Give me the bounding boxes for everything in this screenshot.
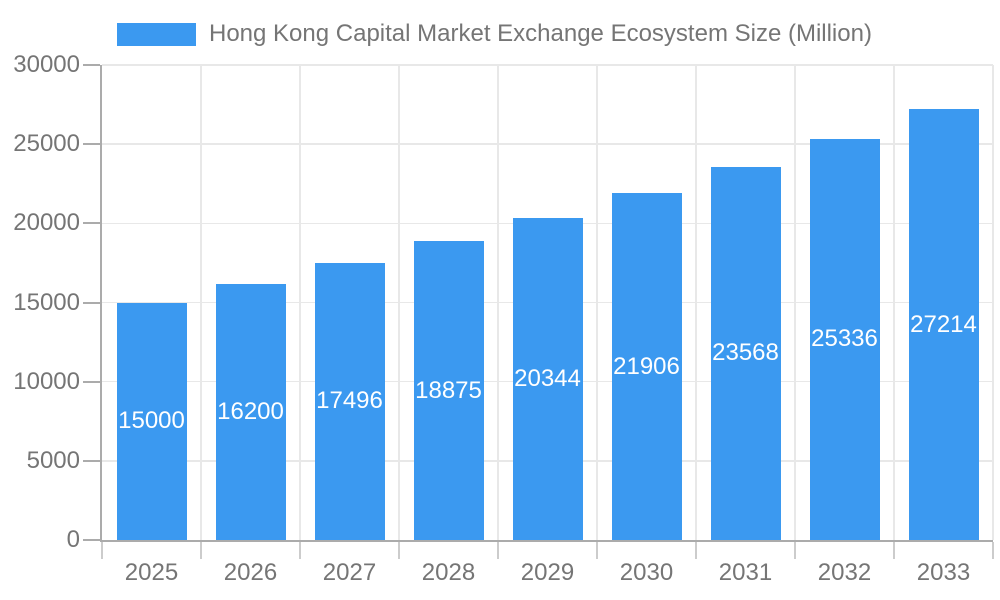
bar-2029: 20344 <box>512 217 583 540</box>
y-axis-label: 10000 <box>13 367 80 395</box>
y-axis-tick <box>83 143 100 146</box>
bar-value-label: 27214 <box>910 310 977 338</box>
x-axis-tick <box>497 542 499 559</box>
x-axis-label: 2033 <box>916 559 971 586</box>
y-axis-label: 20000 <box>13 209 80 237</box>
legend-label: Hong Kong Capital Market Exchange Ecosys… <box>209 20 872 47</box>
x-axis-tick <box>992 542 994 559</box>
x-gridline <box>695 65 697 540</box>
x-axis-tick <box>893 542 895 559</box>
x-gridline <box>398 65 400 540</box>
bar-value-label: 16200 <box>217 397 284 425</box>
bar-2033: 27214 <box>908 109 979 540</box>
y-axis-label: 15000 <box>13 288 80 316</box>
x-gridline <box>992 65 994 540</box>
x-axis-label: 2028 <box>421 559 476 586</box>
y-axis-label: 5000 <box>26 446 80 474</box>
x-axis-tick <box>695 542 697 559</box>
x-axis-tick <box>299 542 301 559</box>
x-gridline <box>794 65 796 540</box>
bar-value-label: 15000 <box>118 407 185 435</box>
legend-swatch <box>117 22 196 46</box>
y-axis-tick <box>83 222 100 225</box>
bar-value-label: 21906 <box>613 352 680 380</box>
x-gridline <box>497 65 499 540</box>
x-axis-label: 2030 <box>619 559 674 586</box>
bar-2030: 21906 <box>611 193 682 540</box>
x-axis-tick <box>101 542 103 559</box>
bar-2026: 16200 <box>215 283 286 540</box>
x-gridline <box>893 65 895 540</box>
x-axis-tick <box>398 542 400 559</box>
plot-area: 0 5000 10000 15000 20000 25000 30000 15000 2025 1… <box>13 51 994 586</box>
x-axis-tick <box>794 542 796 559</box>
y-axis-label: 25000 <box>13 130 80 158</box>
x-axis-label: 2029 <box>520 559 575 586</box>
x-axis-label: 2027 <box>322 559 377 586</box>
bar-value-label: 17496 <box>316 387 383 415</box>
bar-2025: 15000 <box>116 302 187 540</box>
x-axis-tick <box>200 542 202 559</box>
y-axis-label: 30000 <box>13 51 80 78</box>
y-axis-tick <box>83 380 100 383</box>
x-axis-tick <box>596 542 598 559</box>
y-axis-tick <box>83 459 100 462</box>
x-axis-label: 2026 <box>223 559 278 586</box>
x-axis-label: 2031 <box>718 559 773 586</box>
y-axis-tick <box>83 64 100 66</box>
y-axis-tick <box>83 301 100 304</box>
bar-2032: 25336 <box>809 138 880 540</box>
bar-2031: 23568 <box>710 166 781 540</box>
legend: Hong Kong Capital Market Exchange Ecosys… <box>117 20 872 48</box>
y-axis-label: 0 <box>66 526 80 553</box>
y-gridline <box>102 143 993 145</box>
x-gridline <box>596 65 598 540</box>
y-gridline <box>102 64 993 66</box>
x-gridline <box>200 65 202 540</box>
bar-2028: 18875 <box>413 241 484 540</box>
bar-value-label: 23568 <box>712 339 779 367</box>
bar-value-label: 20344 <box>514 364 581 392</box>
bar-2027: 17496 <box>314 262 385 540</box>
x-axis-label: 2032 <box>817 559 872 586</box>
x-gridline <box>299 65 301 540</box>
x-axis-label: 2025 <box>124 559 179 586</box>
y-axis-tick <box>83 539 100 541</box>
bar-value-label: 25336 <box>811 325 878 353</box>
bar-value-label: 18875 <box>415 376 482 404</box>
